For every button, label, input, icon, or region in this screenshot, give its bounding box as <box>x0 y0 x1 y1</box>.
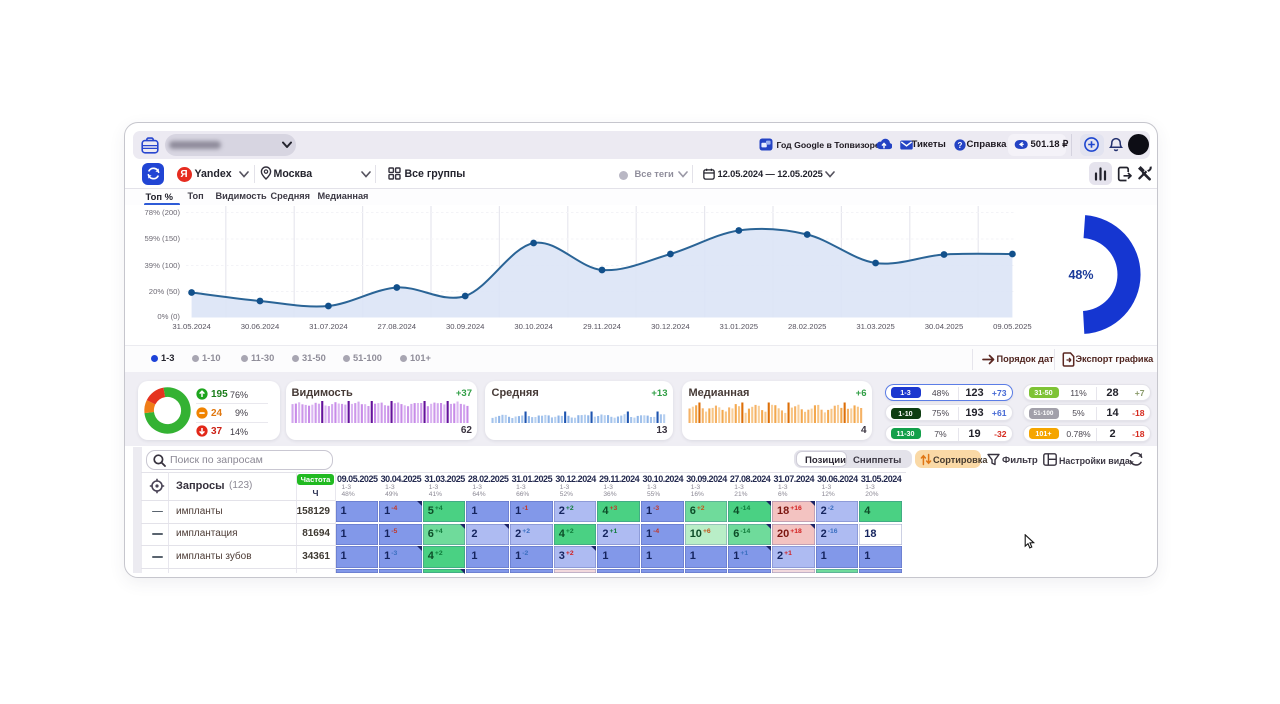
svg-text:?: ? <box>957 140 962 149</box>
svg-text:48%: 48% <box>1068 268 1093 282</box>
